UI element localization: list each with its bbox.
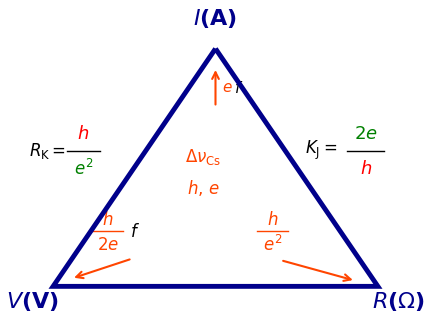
Text: $2e$: $2e$	[97, 236, 119, 254]
Text: $2e$: $2e$	[353, 124, 377, 142]
Text: $R$($\Omega$): $R$($\Omega$)	[371, 290, 424, 313]
Text: $e^2$: $e^2$	[74, 159, 93, 179]
Text: $h$: $h$	[359, 160, 371, 178]
Text: $V$(V): $V$(V)	[6, 290, 59, 313]
Text: $f$: $f$	[130, 223, 140, 241]
Text: $h$: $h$	[266, 211, 277, 229]
Text: $K_\mathrm{J} = $: $K_\mathrm{J} = $	[304, 139, 336, 162]
Text: $h$: $h$	[77, 124, 89, 142]
Text: $h$: $h$	[102, 211, 114, 229]
Text: $R_\mathrm{K} = $: $R_\mathrm{K} = $	[29, 140, 66, 161]
Text: $e$: $e$	[221, 80, 232, 95]
Text: $h,\, e$: $h,\, e$	[186, 178, 219, 197]
Text: $f$: $f$	[233, 80, 243, 96]
Text: $I$(A): $I$(A)	[193, 7, 237, 30]
Text: $e^2$: $e^2$	[262, 235, 281, 255]
Text: $\Delta\nu_\mathrm{Cs}$: $\Delta\nu_\mathrm{Cs}$	[185, 147, 221, 167]
